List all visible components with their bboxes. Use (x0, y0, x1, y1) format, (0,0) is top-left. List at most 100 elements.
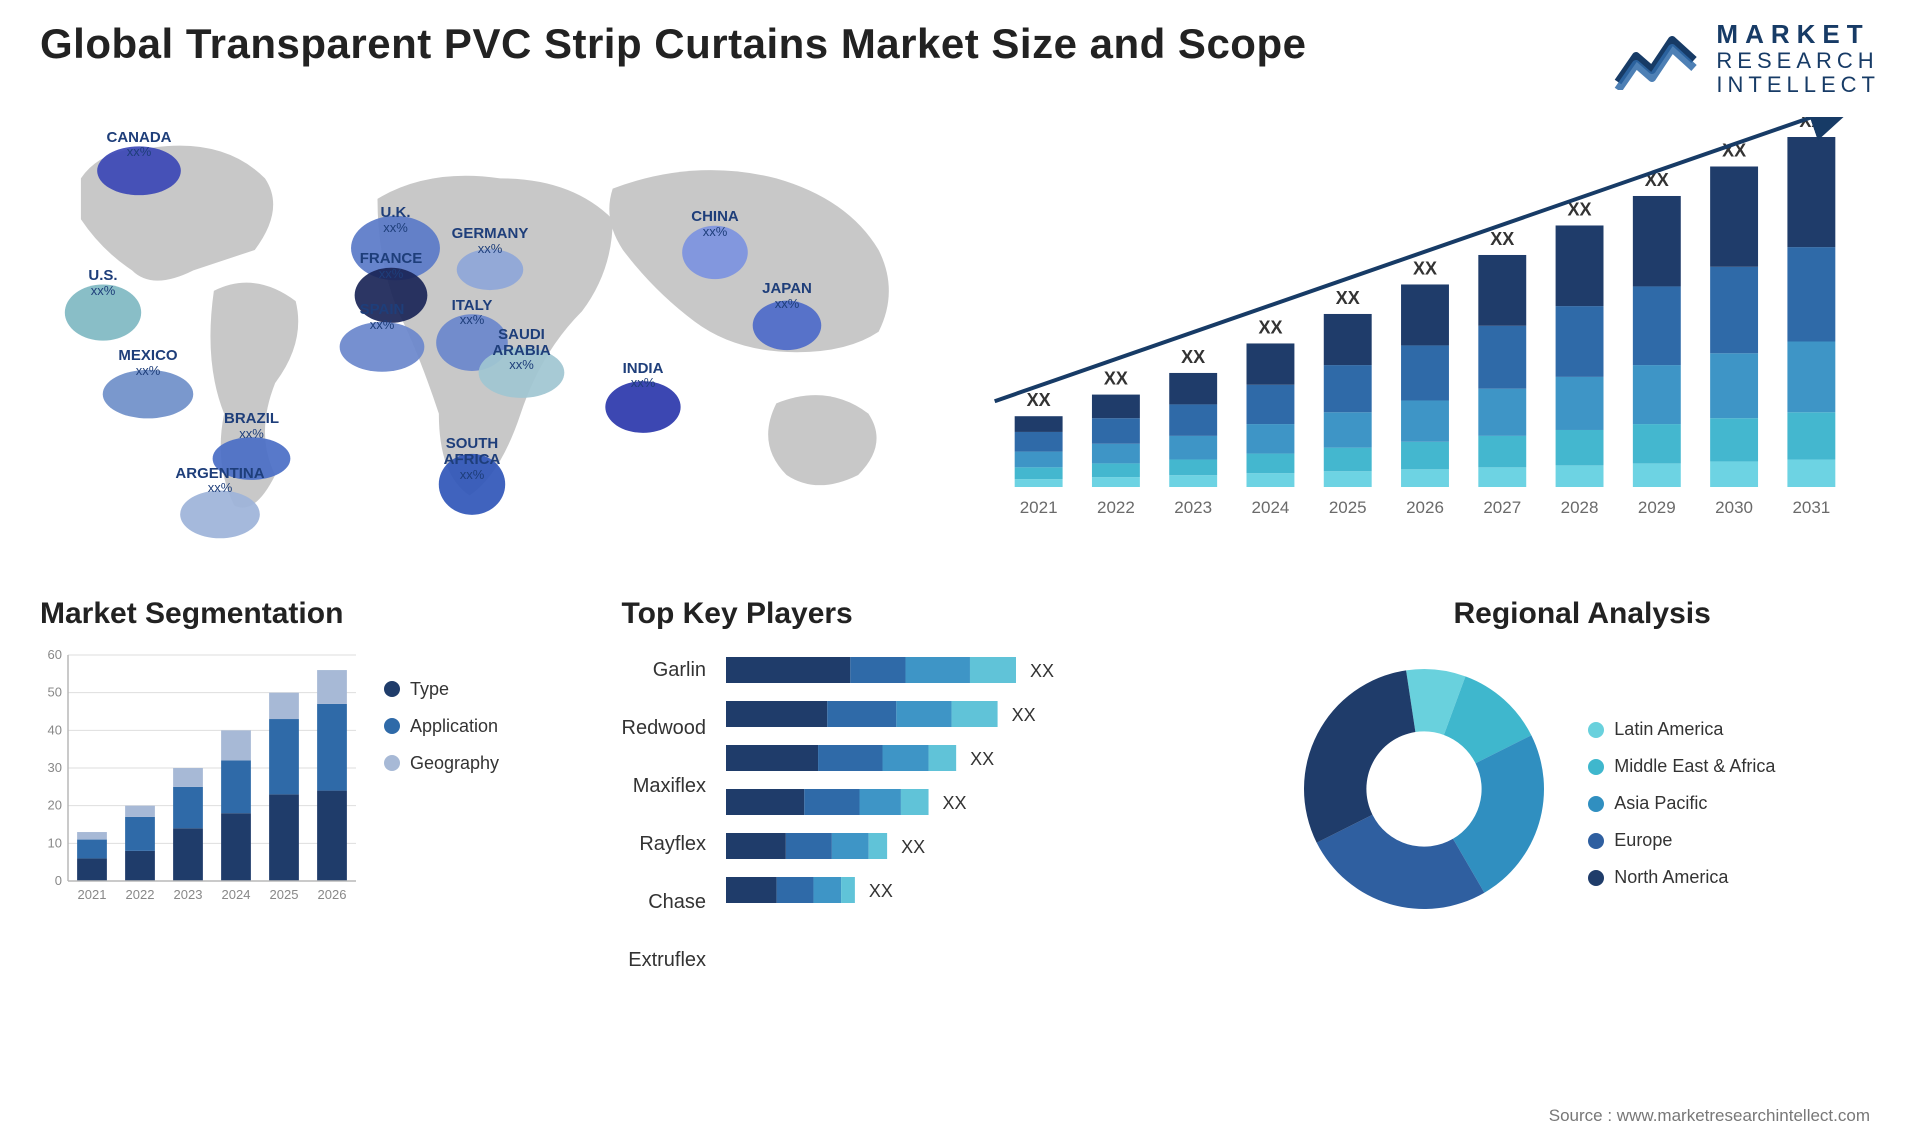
growth-bar-seg (1324, 471, 1372, 487)
legend-dot-icon (1588, 759, 1604, 775)
seg-bar-seg (221, 760, 251, 813)
growth-bar-seg (1092, 463, 1140, 477)
growth-bar-label: XX (1258, 317, 1282, 337)
growth-bar-seg (1787, 247, 1835, 341)
legend-dot-icon (1588, 796, 1604, 812)
logo-line1: MARKET (1716, 20, 1880, 49)
growth-bar-seg (1401, 442, 1449, 470)
legend-item: Type (384, 679, 499, 700)
growth-year-label: 2021 (1020, 498, 1058, 517)
growth-bar-seg (1092, 418, 1140, 444)
player-bar-seg (818, 745, 882, 771)
player-bar-seg (970, 657, 1016, 683)
growth-year-label: 2025 (1329, 498, 1367, 517)
growth-bar-seg (1401, 469, 1449, 487)
segmentation-chart: 0102030405060202120222023202420252026 (40, 649, 360, 909)
legend-label: Europe (1614, 830, 1672, 851)
seg-bar-seg (125, 806, 155, 817)
growth-bar-seg (1169, 459, 1217, 475)
growth-bar-seg (1401, 284, 1449, 345)
player-bar-seg (786, 833, 832, 859)
player-bar-seg (827, 701, 896, 727)
growth-bar-seg (1710, 461, 1758, 487)
svg-text:0: 0 (55, 873, 62, 888)
growth-bar-seg (1247, 385, 1295, 424)
legend-label: Latin America (1614, 719, 1723, 740)
growth-bar-seg (1556, 430, 1604, 465)
growth-bar-seg (1787, 412, 1835, 459)
player-name: Extruflex (628, 947, 706, 991)
growth-bar-seg (1015, 452, 1063, 468)
player-bar-seg (726, 877, 777, 903)
seg-bar-seg (317, 670, 347, 704)
player-bar-seg (883, 745, 929, 771)
svg-text:2023: 2023 (174, 887, 203, 902)
seg-bar-seg (317, 791, 347, 881)
growth-bar-seg (1169, 475, 1217, 487)
map-label: U.K.xx% (381, 205, 411, 234)
map-label: SAUDIARABIAxx% (492, 327, 550, 372)
player-bar-seg (726, 789, 804, 815)
players-panel: Top Key Players GarlinRedwoodMaxiflexRay… (622, 597, 1245, 991)
growth-bar-seg (1169, 436, 1217, 460)
map-label: ARGENTINAxx% (175, 466, 264, 495)
growth-bar-seg (1633, 286, 1681, 365)
player-bar-seg (814, 877, 842, 903)
svg-text:10: 10 (48, 835, 62, 850)
legend-label: Asia Pacific (1614, 793, 1707, 814)
players-title: Top Key Players (622, 597, 1245, 631)
svg-text:2025: 2025 (270, 887, 299, 902)
growth-bar-seg (1247, 343, 1295, 384)
player-name: Chase (648, 889, 706, 933)
growth-year-label: 2029 (1638, 498, 1676, 517)
legend-item: North America (1588, 867, 1775, 888)
regional-panel: Regional Analysis Latin AmericaMiddle Ea… (1284, 597, 1880, 929)
row-bottom: Market Segmentation 01020304050602021202… (40, 597, 1880, 991)
page-title: Global Transparent PVC Strip Curtains Ma… (40, 20, 1306, 68)
growth-bar-label: XX (1413, 258, 1437, 278)
map-label: INDIAxx% (623, 361, 664, 390)
regional-legend: Latin AmericaMiddle East & AfricaAsia Pa… (1588, 719, 1775, 888)
legend-label: Application (410, 716, 498, 737)
growth-bar-seg (1787, 341, 1835, 412)
growth-chart: XX2021XX2022XX2023XX2024XX2025XX2026XX20… (980, 117, 1880, 537)
player-name: Maxiflex (633, 773, 706, 817)
player-bar-seg (726, 701, 827, 727)
regional-title: Regional Analysis (1284, 597, 1880, 631)
growth-bar-seg (1478, 326, 1526, 389)
map-label: ITALYxx% (452, 298, 493, 327)
player-name: Redwood (622, 715, 707, 759)
player-bar-seg (804, 789, 859, 815)
player-value: XX (901, 837, 925, 857)
svg-text:50: 50 (48, 685, 62, 700)
player-value: XX (943, 793, 967, 813)
header: Global Transparent PVC Strip Curtains Ma… (40, 20, 1880, 97)
brand-logo: MARKET RESEARCH INTELLECT (1614, 20, 1880, 97)
player-bar-seg (726, 833, 786, 859)
seg-bar-seg (77, 840, 107, 859)
growth-bar-seg (1324, 448, 1372, 472)
growth-bar-seg (1787, 459, 1835, 487)
growth-bar-seg (1092, 395, 1140, 419)
player-bar-seg (901, 789, 929, 815)
logo-line3: INTELLECT (1716, 73, 1880, 97)
growth-bar-seg (1478, 389, 1526, 436)
svg-text:20: 20 (48, 798, 62, 813)
player-bar-seg (726, 745, 818, 771)
seg-bar-seg (173, 768, 203, 787)
map-label: CHINAxx% (691, 209, 739, 238)
growth-bar-seg (1633, 424, 1681, 463)
svg-text:2026: 2026 (318, 887, 347, 902)
segmentation-panel: Market Segmentation 01020304050602021202… (40, 597, 582, 909)
growth-bar-seg (1015, 467, 1063, 479)
seg-bar-seg (173, 828, 203, 881)
growth-bar-seg (1787, 137, 1835, 247)
segmentation-title: Market Segmentation (40, 597, 582, 631)
growth-bar-label: XX (1336, 288, 1360, 308)
growth-bar-seg (1633, 463, 1681, 487)
growth-year-label: 2024 (1252, 498, 1290, 517)
legend-item: Asia Pacific (1588, 793, 1775, 814)
player-bar-seg (929, 745, 957, 771)
growth-bar-seg (1092, 444, 1140, 464)
svg-text:40: 40 (48, 722, 62, 737)
